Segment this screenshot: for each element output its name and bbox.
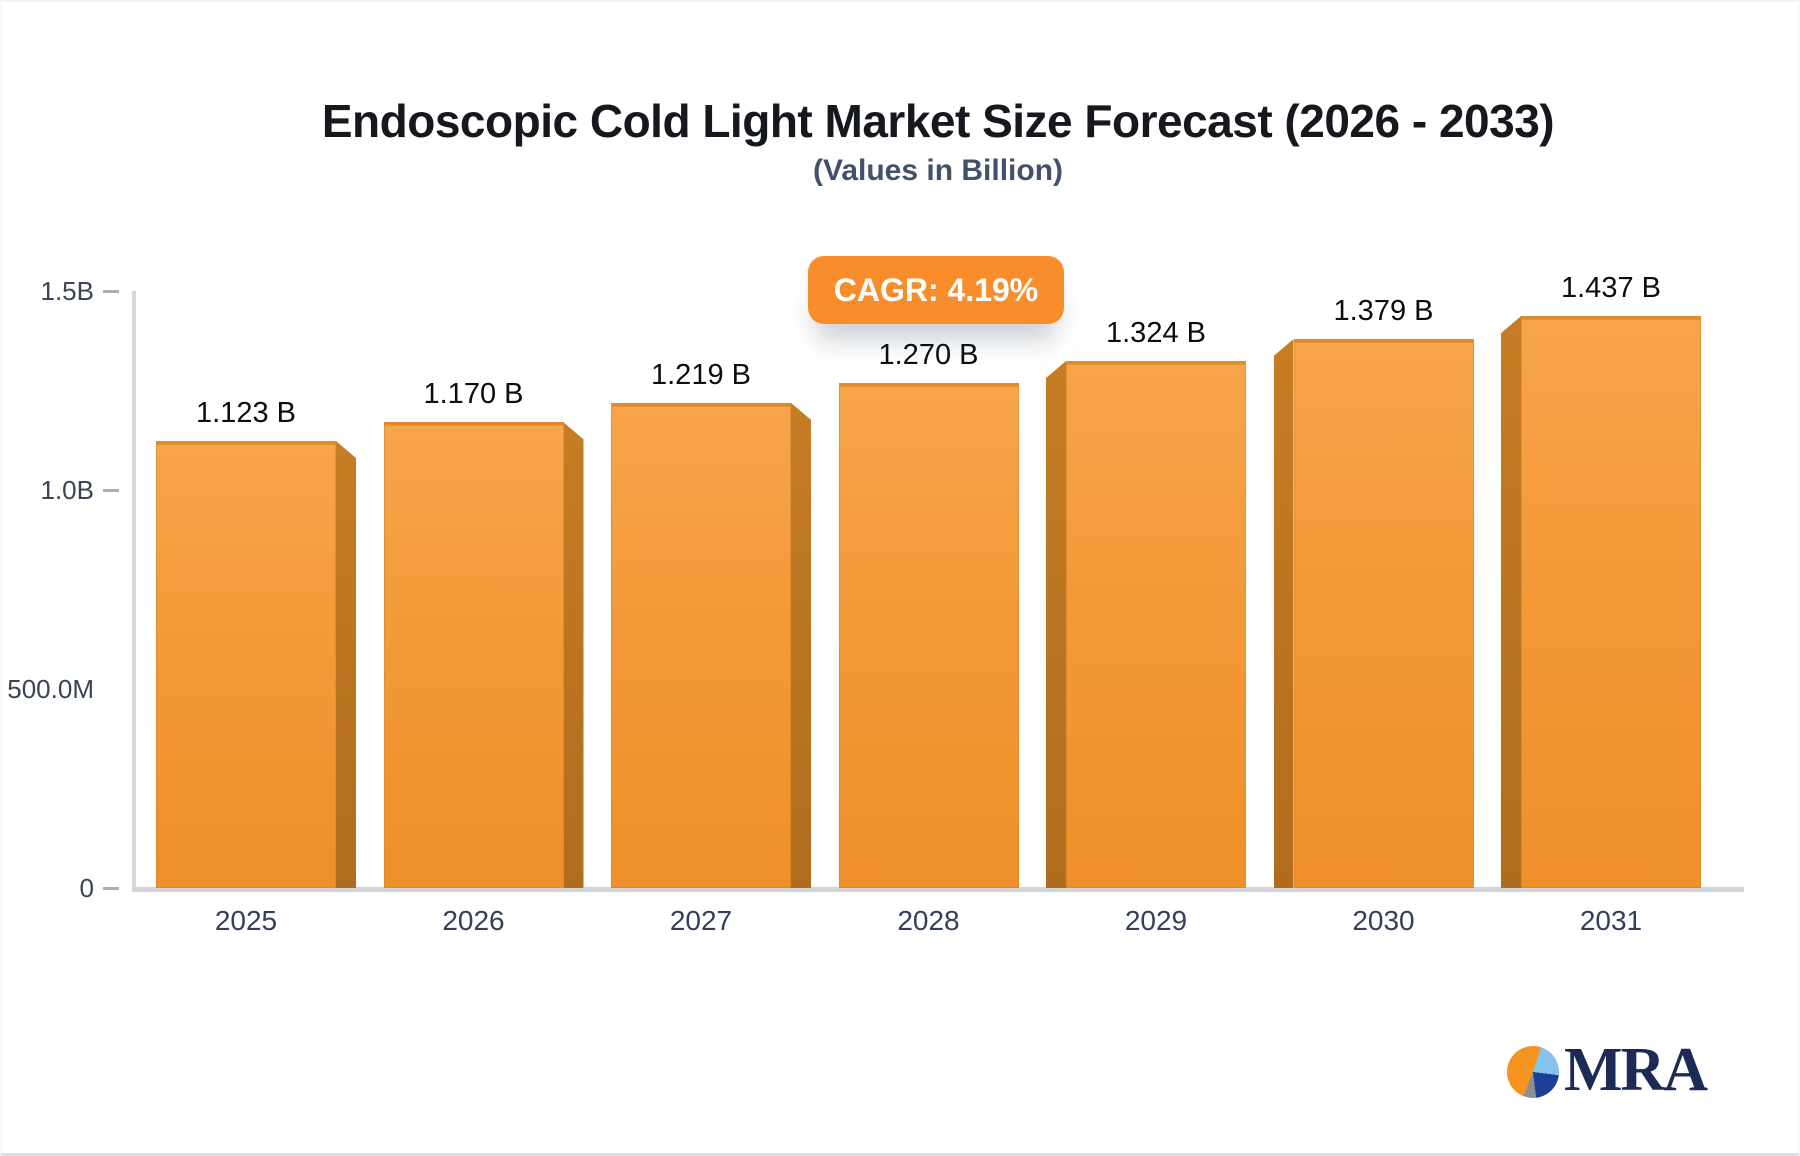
bar[interactable] — [611, 402, 791, 888]
bar[interactable] — [1066, 361, 1246, 888]
y-axis-line — [132, 291, 136, 891]
x-axis-label: 2026 — [442, 905, 505, 936]
bar-side-face — [563, 422, 584, 888]
bar-value-label: 1.270 B — [878, 338, 979, 371]
y-tick-label: 500.0M — [7, 674, 94, 704]
bar-value-label: 1.219 B — [651, 358, 751, 391]
bar-value-label: 1.324 B — [1106, 317, 1206, 350]
brand-logo: MRA — [1507, 1038, 1767, 1118]
y-tick-dash — [103, 489, 119, 492]
brand-logo-text: MRA — [1564, 1036, 1708, 1104]
bar-side-face — [1501, 316, 1521, 888]
y-tick-dash — [103, 290, 119, 293]
bar[interactable] — [1521, 316, 1701, 888]
x-axis-label: 2029 — [1124, 905, 1188, 936]
x-axis-label: 2028 — [897, 905, 960, 936]
x-axis-line — [132, 887, 1744, 892]
chart-title: Endoscopic Cold Light Market Size Foreca… — [321, 95, 1555, 147]
bar-value-label: 1.379 B — [1333, 295, 1434, 328]
y-tick-label: 1.5B — [40, 276, 95, 306]
chart-subtitle: (Values in Billion) — [812, 154, 1064, 187]
bar-side-face — [336, 441, 356, 888]
x-axis-label: 2025 — [214, 905, 278, 936]
bar[interactable] — [383, 422, 564, 888]
bar[interactable] — [838, 382, 1019, 888]
x-axis-label: 2030 — [1352, 905, 1415, 936]
y-tick-dash — [103, 887, 119, 890]
bar-side-face — [791, 402, 811, 888]
cagr-badge-label: CAGR: 4.19% — [833, 272, 1039, 308]
bar[interactable] — [1293, 339, 1474, 888]
x-axis-label: 2031 — [1579, 905, 1643, 936]
bar-value-label: 1.437 B — [1561, 272, 1661, 305]
bar-side-face — [1046, 361, 1066, 888]
y-tick-label: 1.0B — [40, 475, 95, 505]
bar-side-face — [1273, 339, 1294, 888]
cagr-badge: CAGR: 4.19% — [808, 256, 1064, 324]
x-axis-label: 2027 — [669, 905, 733, 936]
bar-value-label: 1.170 B — [423, 378, 524, 411]
pie-chart-icon — [1507, 1046, 1559, 1098]
bar-value-label: 1.123 B — [196, 397, 296, 430]
bar[interactable] — [156, 441, 336, 888]
y-tick-label: 0 — [79, 873, 94, 903]
